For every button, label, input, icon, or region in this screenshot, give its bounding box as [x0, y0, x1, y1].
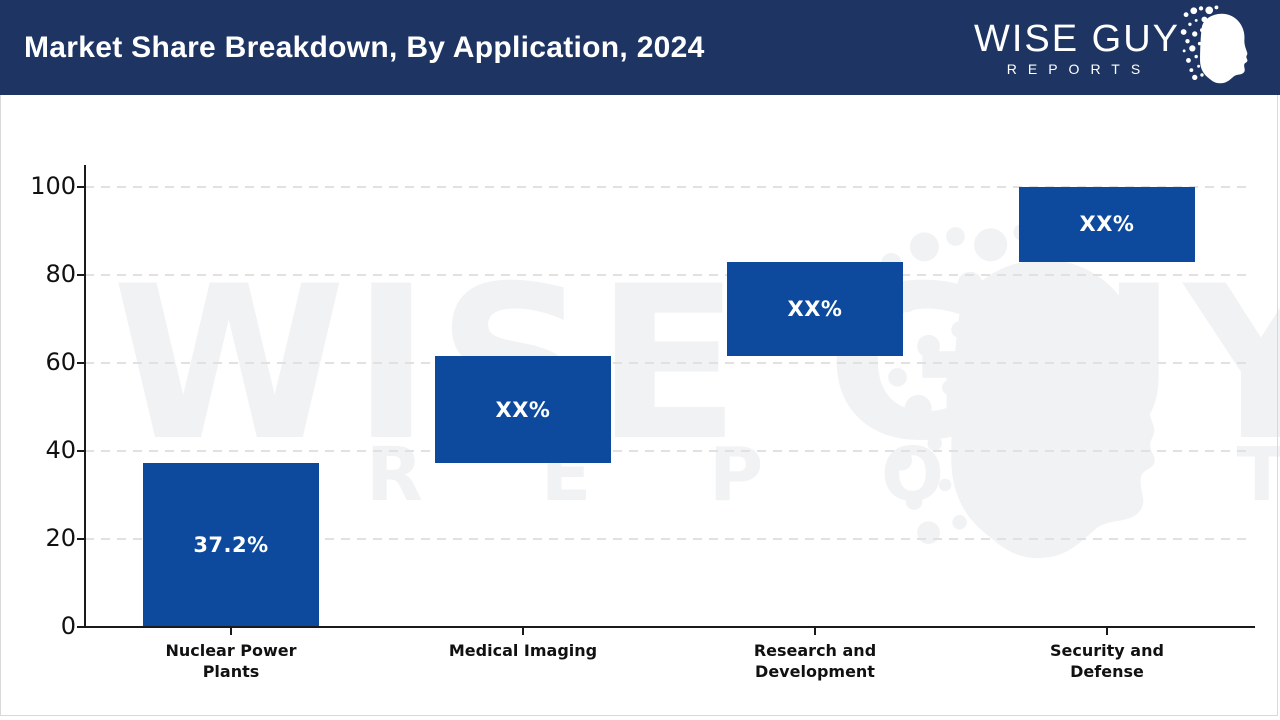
bar-value-label: XX% — [787, 297, 843, 322]
y-tick-label: 20 — [45, 524, 76, 552]
page-title: Market Share Breakdown, By Application, … — [24, 30, 705, 64]
y-tick-label: 60 — [45, 348, 76, 376]
category-label-line: Defense — [1070, 661, 1144, 681]
category-label-line: Plants — [202, 661, 260, 681]
y-tick-mark — [77, 362, 85, 364]
x-tick-mark — [814, 627, 816, 635]
gridline — [85, 362, 1253, 364]
y-tick-label: 0 — [60, 612, 76, 640]
bar-value-label: XX% — [495, 397, 551, 422]
category-label: Research and Development — [669, 641, 961, 683]
wiseguy-logo: WISE GUY REPORTS — [974, 4, 1256, 91]
category-label-line: Research and — [753, 641, 877, 660]
category-label: Nuclear Power Plants — [85, 641, 377, 683]
x-axis-line — [84, 626, 1255, 628]
category-label: Security and Defense — [961, 641, 1253, 683]
dotted-head-profile-icon — [1174, 4, 1256, 91]
bar: 37.2% — [143, 463, 319, 627]
y-tick-mark — [77, 186, 85, 188]
category-label-line: Nuclear Power — [165, 641, 297, 660]
bar-value-label: 37.2% — [193, 533, 269, 558]
bar-value-label: XX% — [1079, 212, 1135, 237]
y-tick-mark — [77, 274, 85, 276]
gridline — [85, 274, 1253, 276]
y-tick-label: 100 — [30, 172, 76, 200]
category-label-line: Medical Imaging — [448, 641, 598, 660]
y-tick-mark — [77, 538, 85, 540]
y-tick-label: 40 — [45, 436, 76, 464]
watermark-head-icon — [858, 222, 1173, 578]
bar: XX% — [727, 261, 903, 357]
y-axis-line — [84, 165, 86, 628]
category-label: Medical Imaging — [377, 641, 669, 662]
bar: XX% — [1019, 187, 1195, 262]
x-tick-mark — [230, 627, 232, 635]
y-tick-label: 80 — [45, 260, 76, 288]
y-tick-mark — [77, 450, 85, 452]
x-tick-mark — [1106, 627, 1108, 635]
header-bar: Market Share Breakdown, By Application, … — [0, 0, 1280, 95]
category-label-line: Development — [755, 661, 875, 681]
bar: XX% — [435, 356, 611, 464]
logo-text: WISE GUY REPORTS — [974, 20, 1180, 76]
x-tick-mark — [522, 627, 524, 635]
logo-subtitle: REPORTS — [1006, 60, 1152, 77]
logo-wordmark: WISE GUY — [973, 17, 1180, 60]
category-label-line: Security and — [1050, 641, 1164, 660]
y-tick-mark — [77, 626, 85, 628]
gridline — [85, 186, 1253, 188]
gridline — [85, 538, 1253, 540]
gridline — [85, 450, 1253, 452]
